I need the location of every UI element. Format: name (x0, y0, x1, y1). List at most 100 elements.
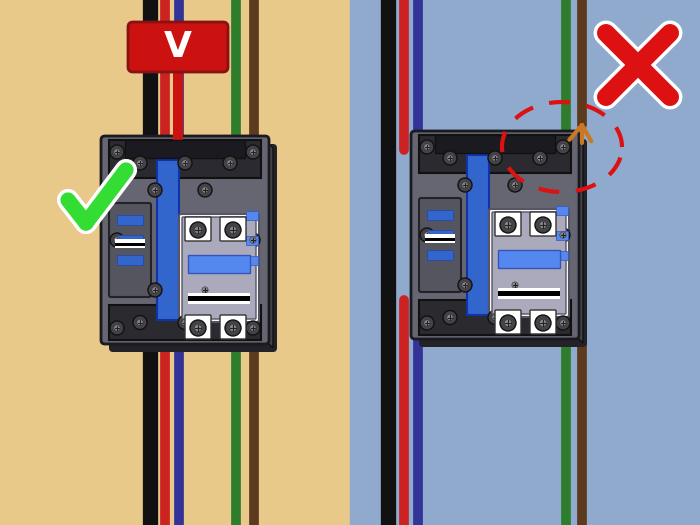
Bar (435, 135, 555, 153)
Circle shape (178, 156, 192, 170)
Bar (173, 67, 183, 155)
Circle shape (190, 222, 206, 238)
Circle shape (133, 316, 147, 330)
Bar (109, 140, 261, 178)
Circle shape (227, 319, 233, 326)
Circle shape (110, 321, 124, 335)
FancyBboxPatch shape (530, 310, 556, 334)
FancyBboxPatch shape (495, 212, 521, 236)
Circle shape (560, 232, 566, 238)
Circle shape (447, 155, 453, 161)
Bar (246, 211, 258, 220)
Circle shape (462, 182, 468, 188)
Circle shape (508, 178, 522, 192)
Bar (117, 215, 143, 225)
Circle shape (246, 321, 260, 335)
Circle shape (458, 178, 472, 192)
Bar (556, 206, 568, 215)
Circle shape (250, 149, 256, 155)
Polygon shape (265, 140, 273, 348)
Circle shape (136, 319, 144, 326)
Circle shape (560, 320, 566, 326)
Circle shape (508, 278, 522, 292)
Bar (188, 293, 250, 298)
Bar (419, 300, 571, 335)
Circle shape (556, 140, 570, 154)
Bar (188, 299, 250, 304)
FancyBboxPatch shape (128, 22, 228, 72)
Circle shape (556, 316, 570, 330)
Bar (157, 160, 179, 320)
Circle shape (505, 319, 512, 327)
Circle shape (225, 222, 241, 238)
Circle shape (500, 315, 516, 331)
Circle shape (202, 287, 208, 293)
Circle shape (195, 226, 202, 234)
FancyBboxPatch shape (530, 212, 556, 236)
Circle shape (420, 228, 434, 242)
Circle shape (148, 183, 162, 197)
Bar (419, 135, 571, 173)
Circle shape (556, 228, 570, 242)
Circle shape (424, 232, 430, 238)
Bar (425, 239, 455, 243)
Bar (0, 0, 350, 525)
Bar (498, 250, 560, 268)
FancyBboxPatch shape (182, 217, 256, 319)
Bar (125, 140, 245, 158)
Bar (115, 239, 145, 243)
Circle shape (533, 310, 547, 324)
Circle shape (152, 187, 158, 193)
Bar (427, 250, 453, 260)
Bar (425, 238, 455, 241)
Circle shape (133, 156, 147, 170)
Bar (188, 296, 250, 301)
Bar (467, 155, 489, 315)
Circle shape (148, 283, 162, 297)
Circle shape (560, 144, 566, 150)
Circle shape (424, 320, 430, 326)
Bar (427, 230, 453, 240)
Circle shape (246, 233, 260, 247)
Bar (188, 255, 250, 273)
Circle shape (443, 310, 457, 324)
Circle shape (198, 283, 212, 297)
Bar (117, 235, 143, 245)
Circle shape (250, 325, 256, 331)
Bar (115, 243, 145, 246)
FancyBboxPatch shape (411, 131, 579, 339)
Circle shape (540, 222, 547, 228)
FancyBboxPatch shape (179, 214, 259, 322)
Circle shape (182, 319, 188, 326)
Circle shape (230, 324, 237, 332)
Circle shape (225, 320, 241, 336)
Circle shape (447, 314, 453, 321)
Circle shape (488, 310, 502, 324)
Circle shape (535, 315, 551, 331)
Circle shape (230, 226, 237, 234)
Circle shape (512, 182, 518, 188)
Circle shape (227, 160, 233, 166)
Circle shape (424, 144, 430, 150)
Circle shape (110, 145, 124, 159)
Circle shape (114, 237, 120, 243)
Circle shape (540, 319, 547, 327)
FancyBboxPatch shape (492, 212, 566, 314)
Circle shape (178, 316, 192, 330)
Bar (556, 251, 568, 260)
Circle shape (152, 287, 158, 293)
FancyBboxPatch shape (220, 217, 246, 241)
Circle shape (195, 324, 202, 332)
Circle shape (182, 160, 188, 166)
FancyBboxPatch shape (185, 217, 211, 241)
Circle shape (492, 314, 498, 321)
Bar (115, 244, 145, 248)
Circle shape (190, 320, 206, 336)
FancyBboxPatch shape (489, 209, 569, 317)
Text: V: V (164, 30, 192, 64)
FancyBboxPatch shape (101, 136, 269, 344)
Circle shape (198, 183, 212, 197)
Circle shape (505, 222, 512, 228)
Circle shape (458, 278, 472, 292)
Circle shape (420, 316, 434, 330)
